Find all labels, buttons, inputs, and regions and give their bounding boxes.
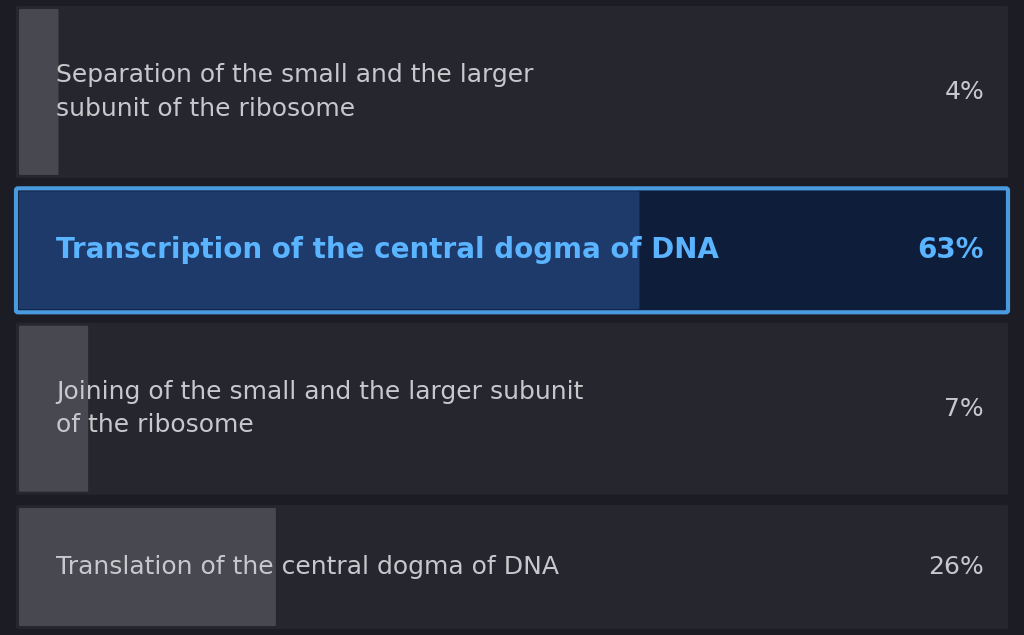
FancyBboxPatch shape xyxy=(16,323,1008,495)
Text: 4%: 4% xyxy=(944,80,984,104)
Text: Separation of the small and the larger
subunit of the ribosome: Separation of the small and the larger s… xyxy=(56,64,534,121)
Text: 63%: 63% xyxy=(918,236,984,264)
FancyBboxPatch shape xyxy=(16,189,1008,312)
Text: 26%: 26% xyxy=(928,555,984,579)
Text: Transcription of the central dogma of DNA: Transcription of the central dogma of DN… xyxy=(56,236,719,264)
Text: 7%: 7% xyxy=(944,397,984,420)
FancyBboxPatch shape xyxy=(16,505,1008,629)
Text: Translation of the central dogma of DNA: Translation of the central dogma of DNA xyxy=(56,555,559,579)
FancyBboxPatch shape xyxy=(16,6,1008,178)
FancyBboxPatch shape xyxy=(19,508,275,626)
FancyBboxPatch shape xyxy=(19,326,88,491)
FancyBboxPatch shape xyxy=(19,191,639,309)
Text: Joining of the small and the larger subunit
of the ribosome: Joining of the small and the larger subu… xyxy=(56,380,584,438)
FancyBboxPatch shape xyxy=(19,9,58,175)
